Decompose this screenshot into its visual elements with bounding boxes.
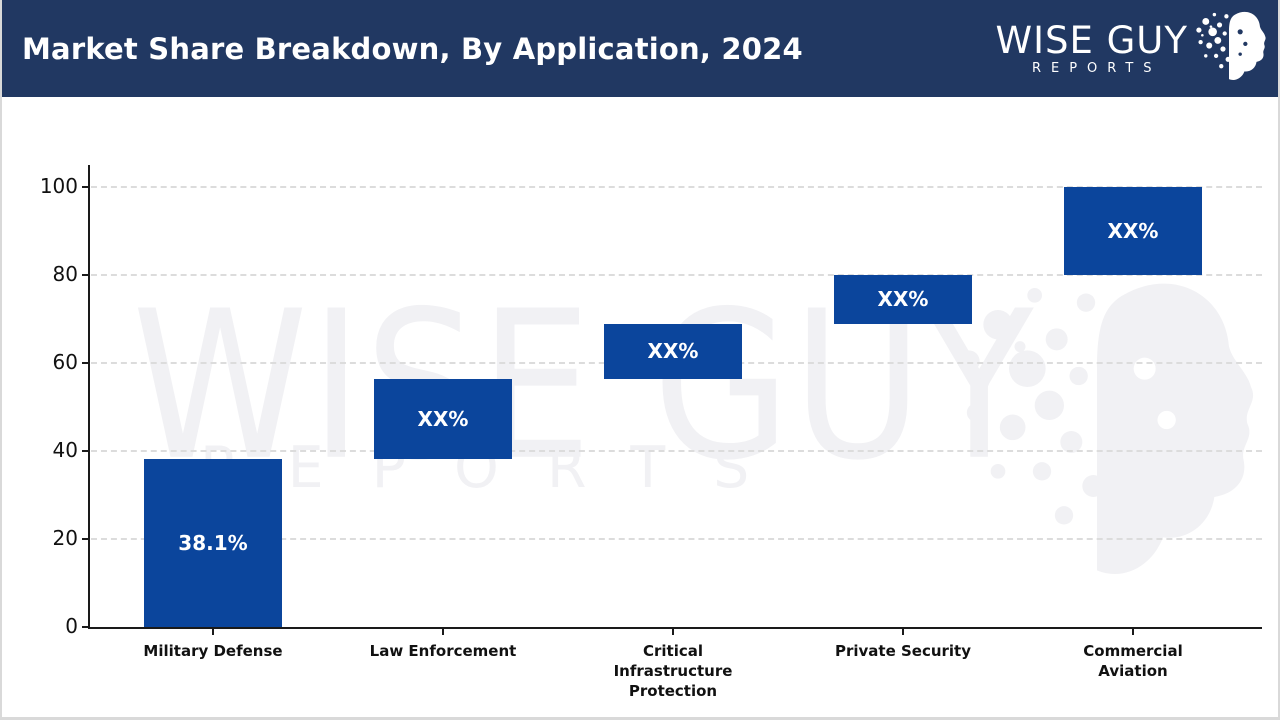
y-tick-label-60: 60 (52, 350, 78, 374)
y-tick-label-20: 20 (52, 526, 78, 550)
header: Market Share Breakdown, By Application, … (2, 0, 1278, 97)
x-tick-0 (212, 629, 214, 635)
bar-value-label-0: 38.1% (178, 531, 248, 556)
y-tick-60 (82, 362, 90, 364)
logo-wordmark: WISE GUY REPORTS (995, 18, 1188, 76)
x-tick-label-line: Law Enforcement (369, 642, 517, 660)
x-tick-label-line: Protection (628, 682, 718, 700)
x-tick-4 (1132, 629, 1134, 635)
x-tick-label-line: Infrastructure (613, 662, 733, 680)
x-tick-label-line: Critical (642, 642, 703, 660)
x-tick-label-line: Private Security (834, 642, 972, 660)
x-tick-2 (672, 629, 674, 635)
y-tick-0 (82, 626, 90, 628)
x-tick-label-line: Commercial (1083, 642, 1183, 660)
x-tick-label-2: Critical Infrastructure Protection (557, 641, 789, 701)
y-tick-20 (82, 538, 90, 540)
bar-value-label-3: XX% (877, 287, 929, 312)
logo-wordmark-sub: REPORTS (1031, 60, 1162, 76)
gridline-20 (91, 538, 1262, 540)
x-tick-label-1: Law Enforcement (327, 641, 559, 661)
x-tick-1 (442, 629, 444, 635)
x-tick-label-line: Military Defense (143, 642, 283, 660)
y-tick-label-0: 0 (65, 614, 78, 638)
y-tick-100 (82, 186, 90, 188)
gridline-40 (91, 450, 1262, 452)
x-tick-label-4: Commercial Aviation (1017, 641, 1249, 681)
y-tick-label-100: 100 (39, 174, 78, 198)
bar-3: XX% (834, 275, 972, 324)
bar-1: XX% (374, 378, 512, 460)
y-axis-line (88, 165, 90, 629)
wiseguy-logo: WISE GUY REPORTS (996, 6, 1268, 92)
x-tick-label-0: Military Defense (97, 641, 329, 661)
x-tick-3 (902, 629, 904, 635)
y-tick-label-40: 40 (52, 438, 78, 462)
x-tick-label-3: Private Security (787, 641, 1019, 661)
page-title: Market Share Breakdown, By Application, … (22, 31, 803, 66)
bar-0: 38.1% (144, 459, 282, 627)
chart-region: WISE GUY REPORTS 0 20 40 60 80 100 38.1% Milita… (2, 97, 1278, 717)
logo-wordmark-main: WISE GUY (995, 18, 1188, 62)
gridline-80 (91, 274, 1262, 276)
bar-value-label-1: XX% (417, 407, 469, 432)
bar-4: XX% (1064, 187, 1202, 275)
y-tick-80 (82, 274, 90, 276)
watermark-head-icon (957, 283, 1254, 574)
bar-value-label-2: XX% (647, 339, 699, 364)
bar-value-label-4: XX% (1107, 219, 1159, 243)
bar-2: XX% (604, 323, 742, 379)
logo-head-icon (1196, 11, 1266, 80)
y-tick-label-80: 80 (52, 262, 78, 286)
x-tick-label-line: Aviation (1098, 662, 1168, 680)
x-axis-line (88, 627, 1262, 629)
y-tick-40 (82, 450, 90, 452)
gridline-100 (91, 186, 1262, 188)
